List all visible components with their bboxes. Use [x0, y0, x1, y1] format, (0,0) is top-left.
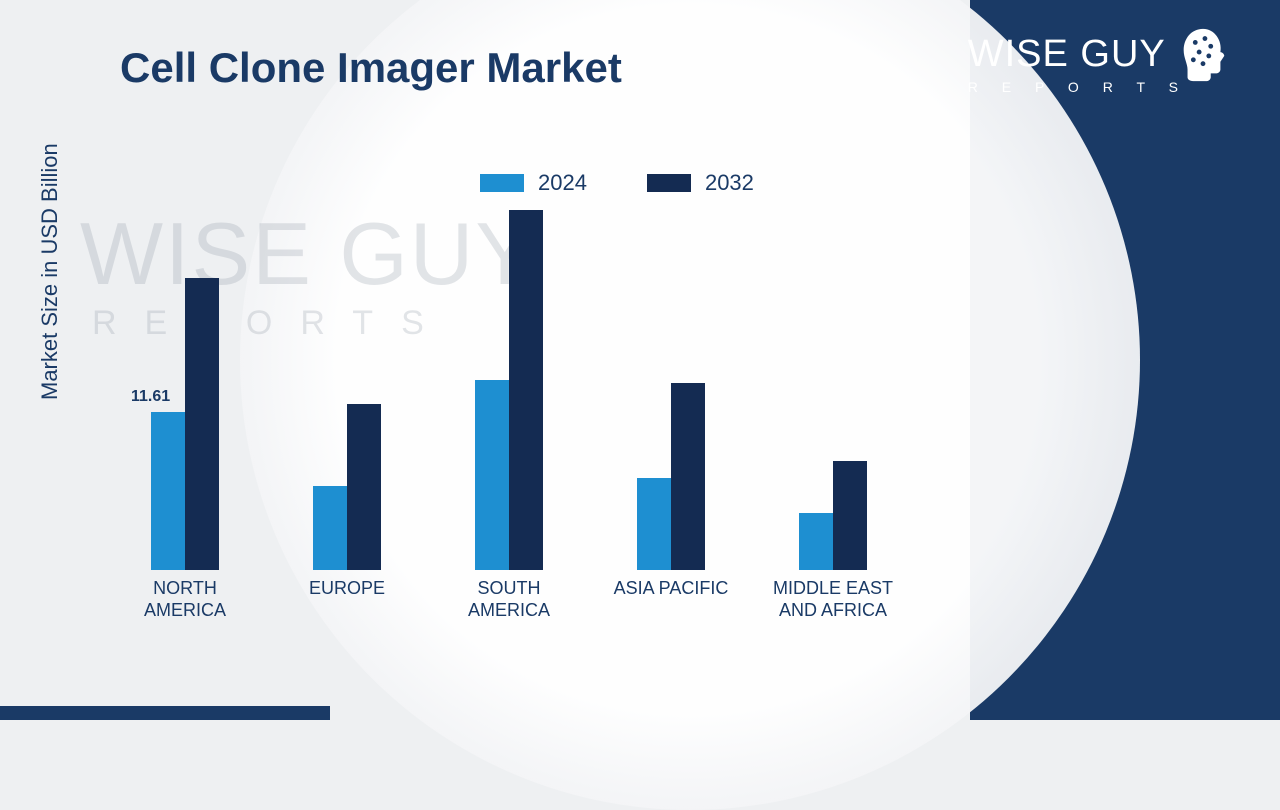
chart-area: Market Size in USD Billion 11.61NORTH AM…: [60, 160, 960, 640]
bar-value-label: 11.61: [131, 388, 170, 406]
bar-2032: [509, 210, 543, 570]
y-axis-label: Market Size in USD Billion: [37, 143, 63, 400]
bar-2032: [671, 383, 705, 570]
brand-main-text: WISE GUY: [968, 33, 1166, 76]
category-label: SOUTH AMERICA: [444, 578, 574, 621]
brand-head-icon: [1174, 25, 1232, 83]
legend-label-2024: 2024: [538, 170, 587, 196]
legend-item-2032: 2032: [647, 170, 754, 196]
bar-2032: [833, 461, 867, 570]
brand-logo: WISE GUY R E P O R T S: [968, 25, 1250, 95]
bar-2024: [151, 412, 185, 570]
category-label: EUROPE: [282, 578, 412, 600]
bottom-accent-bar: [0, 706, 330, 720]
plot-area: 11.61NORTH AMERICAEUROPESOUTH AMERICAASI…: [125, 190, 955, 570]
legend-label-2032: 2032: [705, 170, 754, 196]
bar-2024: [475, 380, 509, 570]
chart-legend: 2024 2032: [480, 170, 754, 196]
chart-title: Cell Clone Imager Market: [120, 44, 622, 92]
bar-2032: [185, 278, 219, 570]
category-label: ASIA PACIFIC: [606, 578, 736, 600]
bar-2032: [347, 404, 381, 570]
bar-2024: [313, 486, 347, 570]
bar-2024: [799, 513, 833, 570]
legend-swatch-2024: [480, 174, 524, 192]
legend-item-2024: 2024: [480, 170, 587, 196]
legend-swatch-2032: [647, 174, 691, 192]
bar-2024: [637, 478, 671, 570]
category-label: NORTH AMERICA: [120, 578, 250, 621]
category-label: MIDDLE EAST AND AFRICA: [768, 578, 898, 621]
